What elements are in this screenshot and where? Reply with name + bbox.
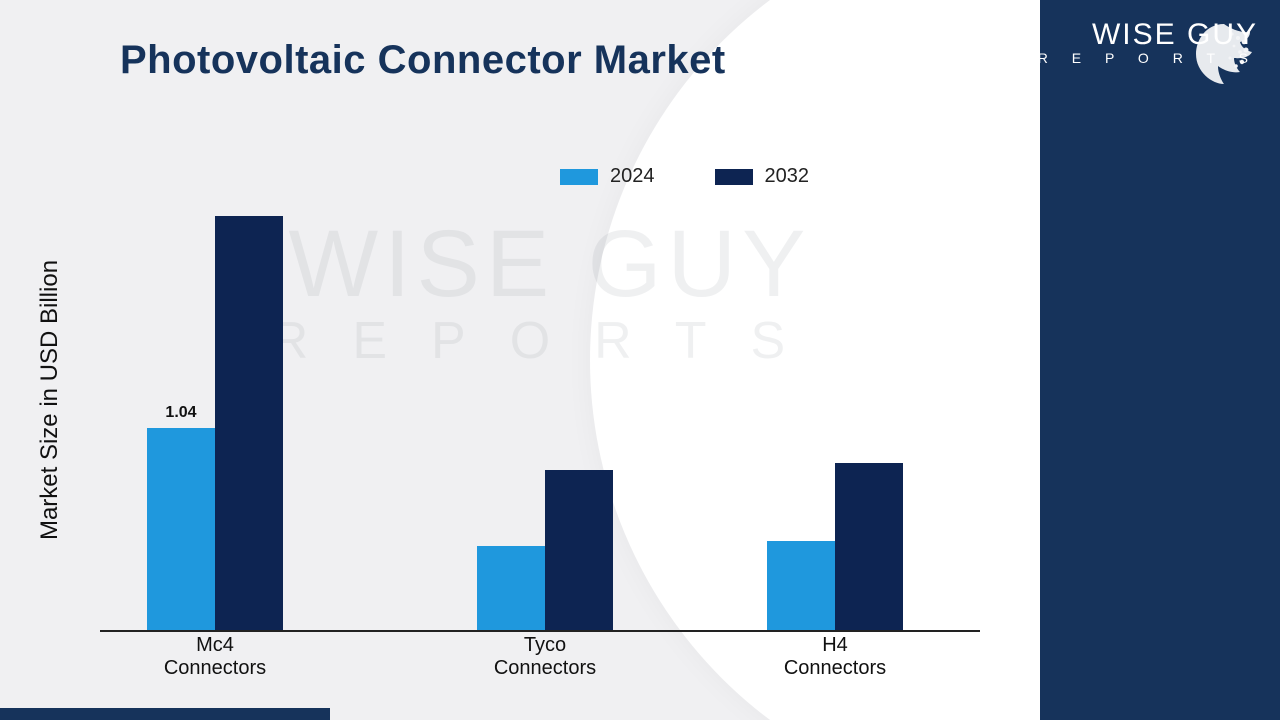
bottom-strip [0, 708, 330, 720]
bar-value-label: 1.04 [147, 404, 215, 422]
plot-area: 1.04Mc4 Connectors Tyco Connectors H4 Conn… [100, 200, 980, 632]
y-axis-label: Market Size in USD Billion [36, 260, 64, 540]
legend: 2024 2032 [560, 165, 809, 188]
legend-label: 2032 [765, 165, 810, 188]
category-label: Mc4 Connectors [125, 630, 305, 680]
bar-2032 [215, 216, 283, 630]
plot-inner: 1.04Mc4 Connectors Tyco Connectors H4 Conn… [100, 200, 980, 630]
legend-swatch [560, 169, 598, 185]
bar-group: H4 Connectors [760, 463, 910, 630]
bar-group: 1.04Mc4 Connectors [140, 216, 290, 630]
category-label: H4 Connectors [745, 630, 925, 680]
category-label: Tyco Connectors [455, 630, 635, 680]
brand-head-icon [1194, 22, 1254, 86]
bar-2024 [147, 428, 215, 630]
legend-item: 2024 [560, 165, 655, 188]
chart-title: Photovoltaic Connector Market [120, 38, 726, 83]
legend-item: 2032 [715, 165, 810, 188]
bar-2024 [477, 546, 545, 630]
bar-2032 [835, 463, 903, 630]
bar-group: Tyco Connectors [470, 470, 620, 630]
chart-card: Photovoltaic Connector Market WISE GUY R… [0, 0, 1280, 720]
bar-2024 [767, 541, 835, 630]
legend-swatch [715, 169, 753, 185]
brand-logo: WISE GUY R E P O R T S [1038, 18, 1258, 66]
bar-2032 [545, 470, 613, 630]
right-band [1040, 0, 1280, 720]
legend-label: 2024 [610, 165, 655, 188]
